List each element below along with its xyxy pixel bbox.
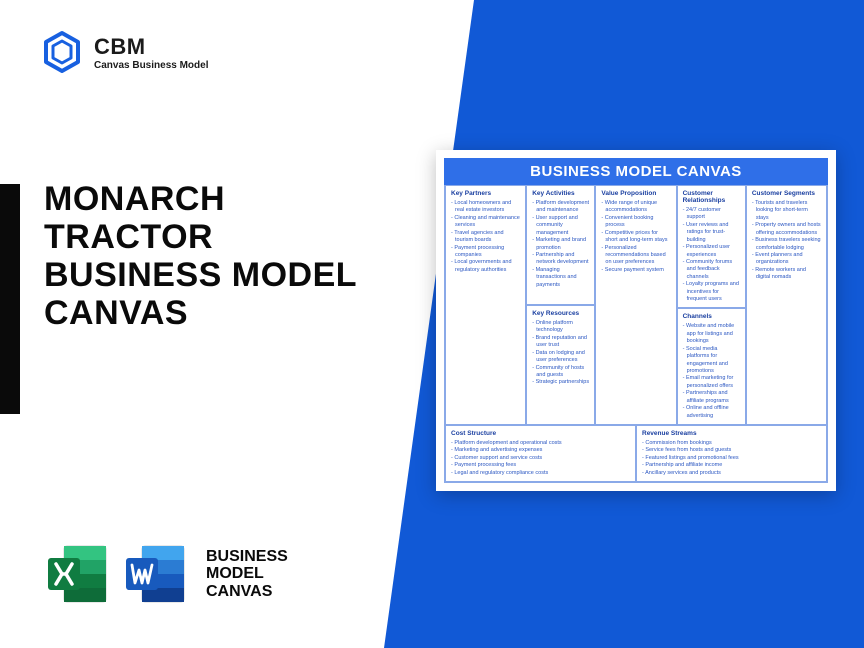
list-item: Travel agencies and tourism boards [451,230,520,245]
bmc-label: BUSINESS MODEL CANVAS [206,548,288,601]
list-item: Community of hosts and guests [532,365,589,380]
list-item: Managing transactions and payments [532,267,589,289]
cell-title: Customer Relationships [683,190,740,204]
cell-title: Customer Segments [752,190,821,197]
word-icon [122,540,190,608]
list-item: Property owners and hosts offering accom… [752,222,821,237]
title-line: MONARCH [44,180,357,218]
list-item: Convenient booking process [601,215,670,230]
list-item: Local homeowners and real estate investo… [451,200,520,215]
list-item: Data on lodging and user preferences [532,350,589,365]
bmc-label-line: MODEL [206,565,288,583]
list-item: Personalized user experiences [683,244,740,259]
list-item: Event planners and organizations [752,252,821,267]
cell-channels: Channels Website and mobile app for list… [677,308,746,424]
list-item: Platform development and operational cos… [451,440,630,447]
list-item: Loyalty programs and incentives for freq… [683,281,740,303]
cell-title: Revenue Streams [642,430,821,437]
canvas-preview: BUSINESS MODEL CANVAS Key Partners Local… [436,150,836,491]
cell-title: Channels [683,313,740,320]
list-item: Strategic partnerships [532,379,589,386]
list-item: Customer support and service costs [451,455,630,462]
list-item: Cleaning and maintenance services [451,215,520,230]
list-item: Competitive prices for short and long-te… [601,230,670,245]
list-item: Email marketing for personalized offers [683,375,740,390]
title-line: BUSINESS MODEL [44,256,357,294]
list-item: Partnership and network development [532,252,589,267]
list-item: Online platform technology [532,320,589,335]
excel-icon [44,540,112,608]
app-icons-row: BUSINESS MODEL CANVAS [44,540,288,608]
list-item: Partnerships and affiliate programs [683,390,740,405]
list-item: Legal and regulatory compliance costs [451,470,630,477]
title-line: CANVAS [44,294,357,332]
list-item: Social media platforms for engagement an… [683,346,740,376]
title-line: TRACTOR [44,218,357,256]
list-item: Community forums and feedback channels [683,259,740,281]
list-item: Featured listings and promotional fees [642,455,821,462]
list-item: Secure payment system [601,267,670,274]
cell-value-proposition: Value Proposition Wide range of unique a… [595,185,676,425]
cell-customer-relationships: Customer Relationships 24/7 customer sup… [677,185,746,308]
cell-customer-segments: Customer Segments Tourists and travelers… [746,185,827,425]
left-accent-bar [0,184,20,414]
logo-icon [40,30,84,74]
list-item: Marketing and brand promotion [532,237,589,252]
cell-key-activities: Key Activities Platform development and … [526,185,595,305]
list-item: Ancillary services and products [642,470,821,477]
bmc-label-line: CANVAS [206,583,288,601]
bmc-label-line: BUSINESS [206,548,288,566]
cell-cost-structure: Cost Structure Platform development and … [445,425,636,482]
list-item: Service fees from hosts and guests [642,447,821,454]
list-item: Platform development and maintenance [532,200,589,215]
list-item: User support and community management [532,215,589,237]
list-item: Brand reputation and user trust [532,335,589,350]
main-title: MONARCH TRACTOR BUSINESS MODEL CANVAS [44,180,357,332]
cell-key-resources: Key Resources Online platform technology… [526,305,595,425]
list-item: Business travelers seeking comfortable l… [752,237,821,252]
list-item: Remote workers and digital nomads [752,267,821,282]
list-item: Marketing and advertising expenses [451,447,630,454]
cell-revenue-streams: Revenue Streams Commission from bookings… [636,425,827,482]
cell-title: Key Partners [451,190,520,197]
cell-key-partners: Key Partners Local homeowners and real e… [445,185,526,425]
list-item: Commission from bookings [642,440,821,447]
list-item: Website and mobile app for listings and … [683,323,740,345]
list-item: Online and offline advertising [683,405,740,420]
logo: CBM Canvas Business Model [40,30,208,74]
canvas-grid: Key Partners Local homeowners and real e… [444,185,828,483]
logo-subtitle: Canvas Business Model [94,60,208,71]
list-item: Local governments and regulatory authori… [451,259,520,274]
list-item: Wide range of unique accommodations [601,200,670,215]
list-item: 24/7 customer support [683,207,740,222]
cell-title: Value Proposition [601,190,670,197]
list-item: Payment processing fees [451,462,630,469]
cell-title: Key Resources [532,310,589,317]
list-item: Personalized recommendations based on us… [601,245,670,267]
list-item: Tourists and travelers looking for short… [752,200,821,222]
cell-title: Key Activities [532,190,589,197]
list-item: Partnership and affiliate income [642,462,821,469]
cell-title: Cost Structure [451,430,630,437]
list-item: Payment processing companies [451,245,520,260]
canvas-header: BUSINESS MODEL CANVAS [444,158,828,185]
logo-title: CBM [94,34,208,60]
list-item: User reviews and ratings for trust-build… [683,222,740,244]
